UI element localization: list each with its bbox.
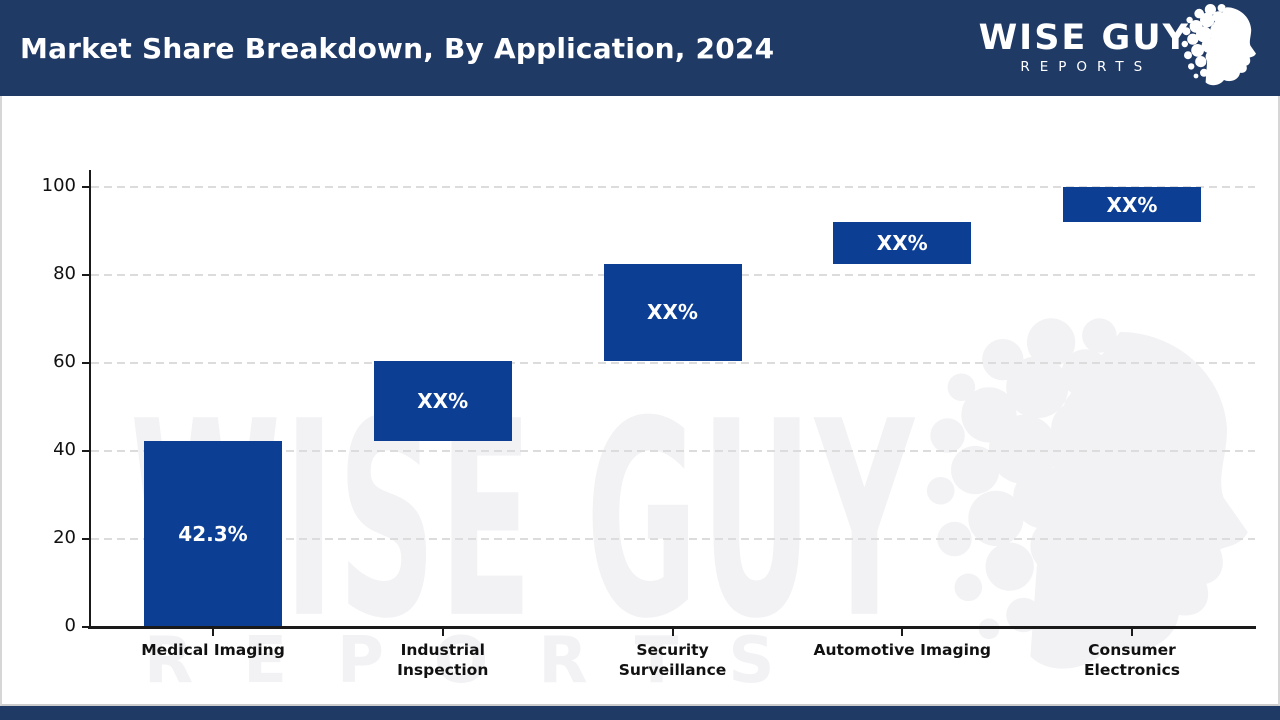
- x-axis-category-label: Industrial Inspection: [338, 640, 548, 680]
- logo-wordmark: WISE GUY: [979, 21, 1190, 56]
- x-axis-tick-mark: [901, 628, 903, 636]
- bar-automotive-imaging: XX%: [833, 222, 971, 264]
- x-axis-category-label: Consumer Electronics: [1027, 640, 1237, 680]
- y-axis-tick-label: 80: [30, 263, 76, 284]
- x-axis-tick-mark: [672, 628, 674, 636]
- x-axis-category-label: Automotive Imaging: [797, 640, 1007, 660]
- y-axis-tick-label: 20: [30, 527, 76, 548]
- page: Market Share Breakdown, By Application, …: [0, 0, 1280, 720]
- x-axis-tick-mark: [442, 628, 444, 636]
- bar-value-label: XX%: [417, 389, 468, 413]
- footer-bar: [0, 706, 1280, 720]
- y-axis-line: [89, 170, 91, 629]
- logo-subtext: REPORTS: [979, 59, 1190, 75]
- brand-logo: WISE GUY REPORTS: [979, 0, 1280, 96]
- gridline: [91, 362, 1255, 364]
- y-axis-tick-label: 60: [30, 351, 76, 372]
- x-axis-category-label: Medical Imaging: [108, 640, 318, 660]
- header: Market Share Breakdown, By Application, …: [0, 0, 1280, 96]
- y-axis-tick-mark: [82, 362, 89, 364]
- x-axis-line: [88, 626, 1256, 629]
- bar-industrial-inspection: XX%: [374, 361, 512, 441]
- y-axis-tick-label: 100: [30, 175, 76, 196]
- x-axis-tick-mark: [212, 628, 214, 636]
- page-title: Market Share Breakdown, By Application, …: [0, 32, 774, 65]
- bar-value-label: 42.3%: [178, 522, 247, 546]
- bar-security-surveillance: XX%: [604, 264, 742, 361]
- y-axis-tick-mark: [82, 186, 89, 188]
- bar-value-label: XX%: [647, 300, 698, 324]
- y-axis-tick-label: 40: [30, 439, 76, 460]
- x-axis-category-label: Security Surveillance: [568, 640, 778, 680]
- bar-consumer-electronics: XX%: [1063, 187, 1201, 222]
- y-axis-tick-mark: [82, 274, 89, 276]
- y-axis-tick-label: 0: [30, 615, 76, 636]
- bar-medical-imaging: 42.3%: [144, 441, 282, 627]
- y-axis-tick-mark: [82, 450, 89, 452]
- x-axis-tick-mark: [1131, 628, 1133, 636]
- bar-value-label: XX%: [1107, 193, 1158, 217]
- chart-area: WISE GUY REPORTS 02040608010042.3%Medica…: [0, 96, 1280, 706]
- logo-text: WISE GUY REPORTS: [979, 21, 1190, 75]
- y-axis-tick-mark: [82, 538, 89, 540]
- bar-value-label: XX%: [877, 231, 928, 255]
